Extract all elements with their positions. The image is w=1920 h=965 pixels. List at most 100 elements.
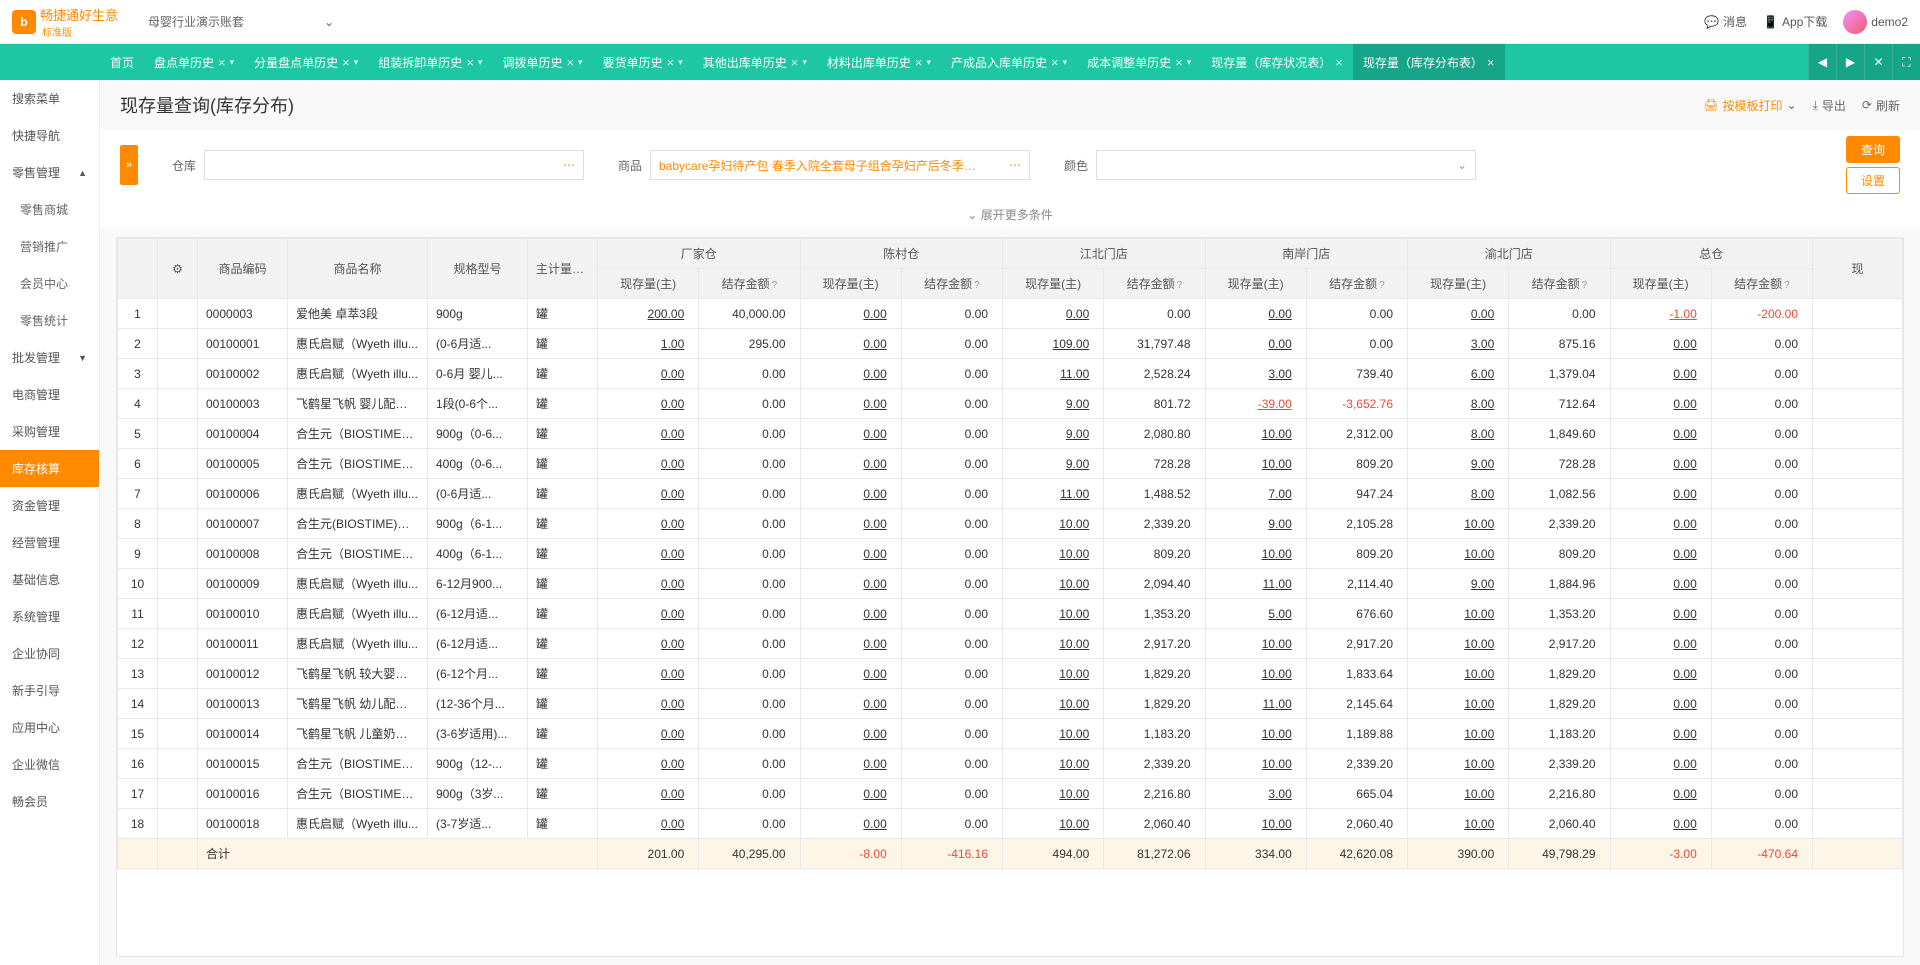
cell-qty[interactable]: 0.00 — [800, 719, 901, 749]
refresh-button[interactable]: ⟳刷新 — [1862, 97, 1900, 114]
tab[interactable]: 分量盘点单历史×▾ — [244, 44, 368, 80]
cell-qty[interactable]: 0.00 — [1610, 359, 1711, 389]
cell-qty[interactable]: 0.00 — [800, 479, 901, 509]
cell-qty[interactable]: 0.00 — [800, 569, 901, 599]
cell-qty[interactable]: 10.00 — [1003, 569, 1104, 599]
cell-qty[interactable]: 8.00 — [1408, 479, 1509, 509]
cell-qty[interactable]: 0.00 — [598, 719, 699, 749]
help-icon[interactable]: ? — [1784, 280, 1790, 291]
cell-qty[interactable]: 10.00 — [1408, 509, 1509, 539]
cell-qty[interactable]: 0.00 — [1205, 299, 1306, 329]
cell-qty[interactable]: 10.00 — [1408, 599, 1509, 629]
fullscreen-icon[interactable]: ⛶ — [1892, 44, 1920, 80]
cell-qty[interactable]: 11.00 — [1003, 359, 1104, 389]
cell-qty[interactable]: 0.00 — [800, 509, 901, 539]
cell-qty[interactable]: 0.00 — [598, 569, 699, 599]
cell-qty[interactable]: 0.00 — [1610, 599, 1711, 629]
sidebar-item[interactable]: 零售商城 — [0, 191, 99, 228]
tab[interactable]: 组装拆卸单历史×▾ — [368, 44, 492, 80]
cell-qty[interactable]: 0.00 — [1610, 419, 1711, 449]
tab[interactable]: 盘点单历史×▾ — [144, 44, 244, 80]
cell-qty[interactable]: 0.00 — [1003, 299, 1104, 329]
cell-qty[interactable]: 10.00 — [1205, 629, 1306, 659]
sidebar-item[interactable]: 畅会员 — [0, 783, 99, 820]
filter-product-input[interactable]: babycare孕妇待产包 春季入院全套母子组合孕妇产后冬季月子用品 22件套 … — [650, 150, 1030, 180]
close-icon[interactable]: × — [791, 55, 799, 70]
tab[interactable]: 其他出库单历史×▾ — [693, 44, 817, 80]
cell-qty[interactable]: 10.00 — [1205, 749, 1306, 779]
sidebar-item[interactable]: 应用中心 — [0, 709, 99, 746]
cell-qty[interactable]: 8.00 — [1408, 419, 1509, 449]
cell-qty[interactable]: 6.00 — [1408, 359, 1509, 389]
help-icon[interactable]: ? — [1582, 280, 1588, 291]
sidebar-item[interactable]: 搜索菜单 — [0, 80, 99, 117]
sidebar-item[interactable]: 企业微信 — [0, 746, 99, 783]
cell-qty[interactable]: 0.00 — [598, 779, 699, 809]
cell-qty[interactable]: 11.00 — [1205, 689, 1306, 719]
cell-qty[interactable]: 0.00 — [800, 659, 901, 689]
chevron-down-icon[interactable]: ▾ — [802, 57, 807, 68]
cell-qty[interactable]: 0.00 — [1610, 449, 1711, 479]
cell-qty[interactable]: 0.00 — [1610, 719, 1711, 749]
chevron-down-icon[interactable]: ▾ — [678, 57, 683, 68]
tab-close-all[interactable]: ✕ — [1864, 44, 1892, 80]
filter-color-input[interactable]: ⌄ — [1096, 150, 1476, 180]
cell-qty[interactable]: 0.00 — [800, 779, 901, 809]
th-gear[interactable]: ⚙ — [158, 239, 198, 299]
cell-qty[interactable]: 3.00 — [1408, 329, 1509, 359]
cell-qty[interactable]: -1.00 — [1610, 299, 1711, 329]
help-icon[interactable]: ? — [974, 280, 980, 291]
chevron-down-icon[interactable]: ▾ — [1187, 57, 1192, 68]
settings-button[interactable]: 设置 — [1846, 167, 1900, 194]
cell-qty[interactable]: 9.00 — [1408, 449, 1509, 479]
sidebar-item[interactable]: 基础信息 — [0, 561, 99, 598]
cell-qty[interactable]: 9.00 — [1205, 509, 1306, 539]
sidebar-item[interactable]: 营销推广 — [0, 228, 99, 265]
sidebar-item[interactable]: 采购管理 — [0, 413, 99, 450]
sidebar-item[interactable]: 企业协同 — [0, 635, 99, 672]
close-icon[interactable]: × — [1051, 55, 1059, 70]
chevron-down-icon[interactable]: ▾ — [478, 57, 483, 68]
cell-qty[interactable]: 0.00 — [1610, 659, 1711, 689]
cell-qty[interactable]: 10.00 — [1408, 689, 1509, 719]
cell-qty[interactable]: 10.00 — [1205, 659, 1306, 689]
close-icon[interactable]: × — [566, 55, 574, 70]
sidebar-item[interactable]: 系统管理 — [0, 598, 99, 635]
sidebar-item[interactable]: 零售管理▲ — [0, 154, 99, 191]
help-icon[interactable]: ? — [1379, 280, 1385, 291]
cell-qty[interactable]: 0.00 — [800, 389, 901, 419]
query-button[interactable]: 查询 — [1846, 136, 1900, 163]
cell-qty[interactable]: 1.00 — [598, 329, 699, 359]
cell-qty[interactable]: 0.00 — [800, 359, 901, 389]
cell-qty[interactable]: 10.00 — [1408, 749, 1509, 779]
download-link[interactable]: 📱App下载 — [1763, 13, 1827, 30]
cell-qty[interactable]: 0.00 — [1610, 779, 1711, 809]
chevron-down-icon[interactable]: ▾ — [354, 57, 359, 68]
cell-qty[interactable]: 0.00 — [800, 299, 901, 329]
cell-qty[interactable]: 9.00 — [1003, 389, 1104, 419]
cell-qty[interactable]: 11.00 — [1205, 569, 1306, 599]
account-selector[interactable]: 母婴行业演示账套 ⌄ — [148, 13, 334, 30]
cell-qty[interactable]: 0.00 — [800, 419, 901, 449]
cell-qty[interactable]: 200.00 — [598, 299, 699, 329]
tab-scroll-right[interactable]: ▶ — [1836, 44, 1864, 80]
cell-qty[interactable]: 11.00 — [1003, 479, 1104, 509]
cell-qty[interactable]: 10.00 — [1003, 809, 1104, 839]
cell-qty[interactable]: 0.00 — [598, 359, 699, 389]
tab[interactable]: 成本调整单历史×▾ — [1077, 44, 1201, 80]
sidebar-item[interactable]: 经营管理 — [0, 524, 99, 561]
cell-qty[interactable]: 10.00 — [1205, 449, 1306, 479]
cell-qty[interactable]: 10.00 — [1003, 599, 1104, 629]
cell-qty[interactable]: 10.00 — [1003, 509, 1104, 539]
cell-qty[interactable]: 0.00 — [598, 479, 699, 509]
close-icon[interactable]: × — [915, 55, 923, 70]
cell-qty[interactable]: 0.00 — [1610, 629, 1711, 659]
cell-qty[interactable]: 0.00 — [800, 689, 901, 719]
cell-qty[interactable]: 8.00 — [1408, 389, 1509, 419]
cell-qty[interactable]: 9.00 — [1003, 419, 1104, 449]
cell-qty[interactable]: 0.00 — [1610, 539, 1711, 569]
tab[interactable]: 现存量（库存分布表）× — [1353, 44, 1505, 80]
cell-qty[interactable]: 10.00 — [1205, 719, 1306, 749]
cell-qty[interactable]: 10.00 — [1003, 719, 1104, 749]
cell-qty[interactable]: 109.00 — [1003, 329, 1104, 359]
